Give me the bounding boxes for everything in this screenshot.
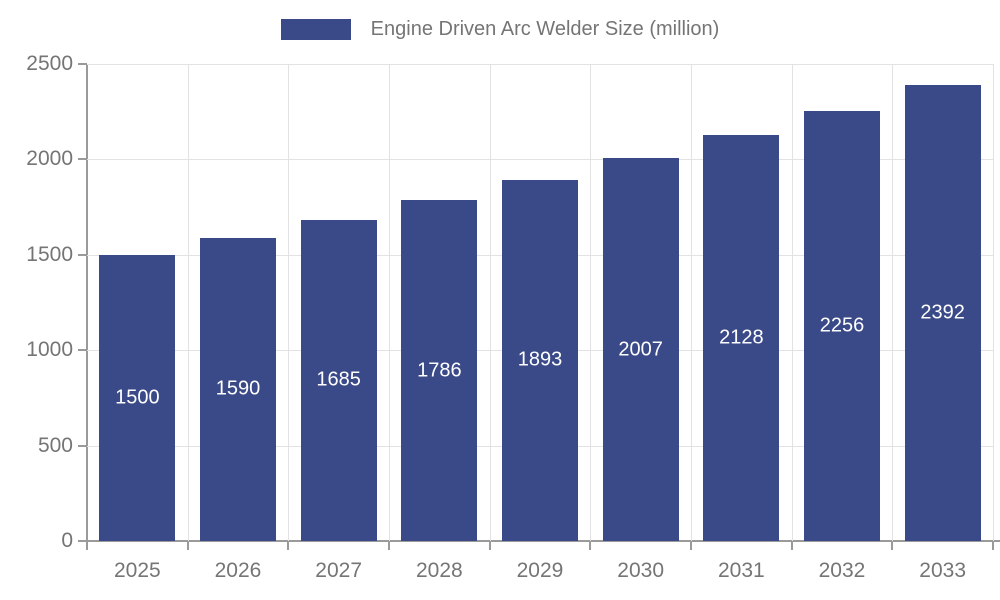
x-axis-tick xyxy=(992,541,994,550)
x-axis-tick xyxy=(488,541,491,550)
y-axis-tick xyxy=(78,63,87,65)
bar-value-label: 1786 xyxy=(417,359,462,382)
y-tick-label: 2000 xyxy=(26,147,73,171)
x-tick-label: 2029 xyxy=(516,559,564,582)
x-gridline xyxy=(791,64,793,541)
x-tick-label: 2028 xyxy=(415,559,463,582)
x-gridline xyxy=(288,64,290,541)
bar-2028: 1786 xyxy=(401,200,478,541)
x-tick-label: 2027 xyxy=(315,559,363,582)
y-tick-label: 1000 xyxy=(26,338,73,362)
bar-2025: 1500 xyxy=(99,254,176,541)
x-axis-tick xyxy=(186,541,189,550)
bar-value-label: 2392 xyxy=(920,301,965,324)
y-tick-label: 500 xyxy=(37,433,73,457)
y-axis-tick xyxy=(78,349,87,352)
x-axis-tick xyxy=(790,541,793,550)
y-tick-label: 0 xyxy=(61,529,73,552)
x-tick-label: 2025 xyxy=(113,559,161,582)
bar-value-label: 1500 xyxy=(115,386,160,409)
x-axis-tick xyxy=(86,541,88,550)
bar-value-label: 1590 xyxy=(215,377,261,400)
bar-2026: 1590 xyxy=(200,237,276,541)
y-axis-tick xyxy=(78,444,87,447)
x-gridline xyxy=(187,64,189,541)
bar-value-label: 1685 xyxy=(316,368,361,391)
chart-legend[interactable]: Engine Driven Arc Welder Size (million) xyxy=(0,18,1000,41)
bar-2030: 2007 xyxy=(602,158,679,541)
y-axis-tick xyxy=(78,158,87,161)
x-gridline xyxy=(389,64,390,541)
x-tick-label: 2026 xyxy=(214,559,262,582)
legend-swatch-icon xyxy=(280,19,351,40)
x-tick-label: 2030 xyxy=(617,559,665,582)
bar-2033: 2392 xyxy=(904,84,981,541)
x-gridline xyxy=(892,64,894,541)
x-axis-tick xyxy=(287,541,290,550)
x-gridline xyxy=(691,64,692,541)
bar-2027: 1685 xyxy=(300,219,377,541)
x-axis-tick xyxy=(589,541,592,550)
y-axis-line xyxy=(86,64,88,541)
x-axis-tick xyxy=(891,541,894,550)
y-axis-tick xyxy=(78,253,87,256)
x-tick-label: 2032 xyxy=(818,559,866,582)
bar-2031: 2128 xyxy=(703,134,780,541)
y-gridline xyxy=(87,159,993,161)
y-tick-label: 1500 xyxy=(26,242,73,266)
x-tick-label: 2031 xyxy=(717,559,765,582)
x-axis-tick xyxy=(690,541,692,550)
y-gridline xyxy=(87,64,993,65)
bar-value-label: 1893 xyxy=(517,348,563,371)
bar-value-label: 2007 xyxy=(618,338,663,361)
legend-label: Engine Driven Arc Welder Size (million) xyxy=(370,18,720,40)
bar-value-label: 2128 xyxy=(719,326,764,349)
y-axis-tick xyxy=(78,540,87,542)
y-tick-label: 2500 xyxy=(26,52,73,75)
bar-2029: 1893 xyxy=(502,179,578,541)
plot-area: 0 500 1000 1500 2000 2500 2025 1500 2026 1590 2027… xyxy=(26,52,1000,582)
x-gridline xyxy=(489,64,491,541)
bar-2032: 2256 xyxy=(804,110,880,541)
bar-value-label: 2256 xyxy=(819,314,865,337)
x-tick-label: 2033 xyxy=(919,559,967,582)
x-axis-tick xyxy=(388,541,390,550)
x-gridline xyxy=(993,64,994,541)
x-gridline xyxy=(590,64,592,541)
x-axis-line xyxy=(86,540,1000,542)
